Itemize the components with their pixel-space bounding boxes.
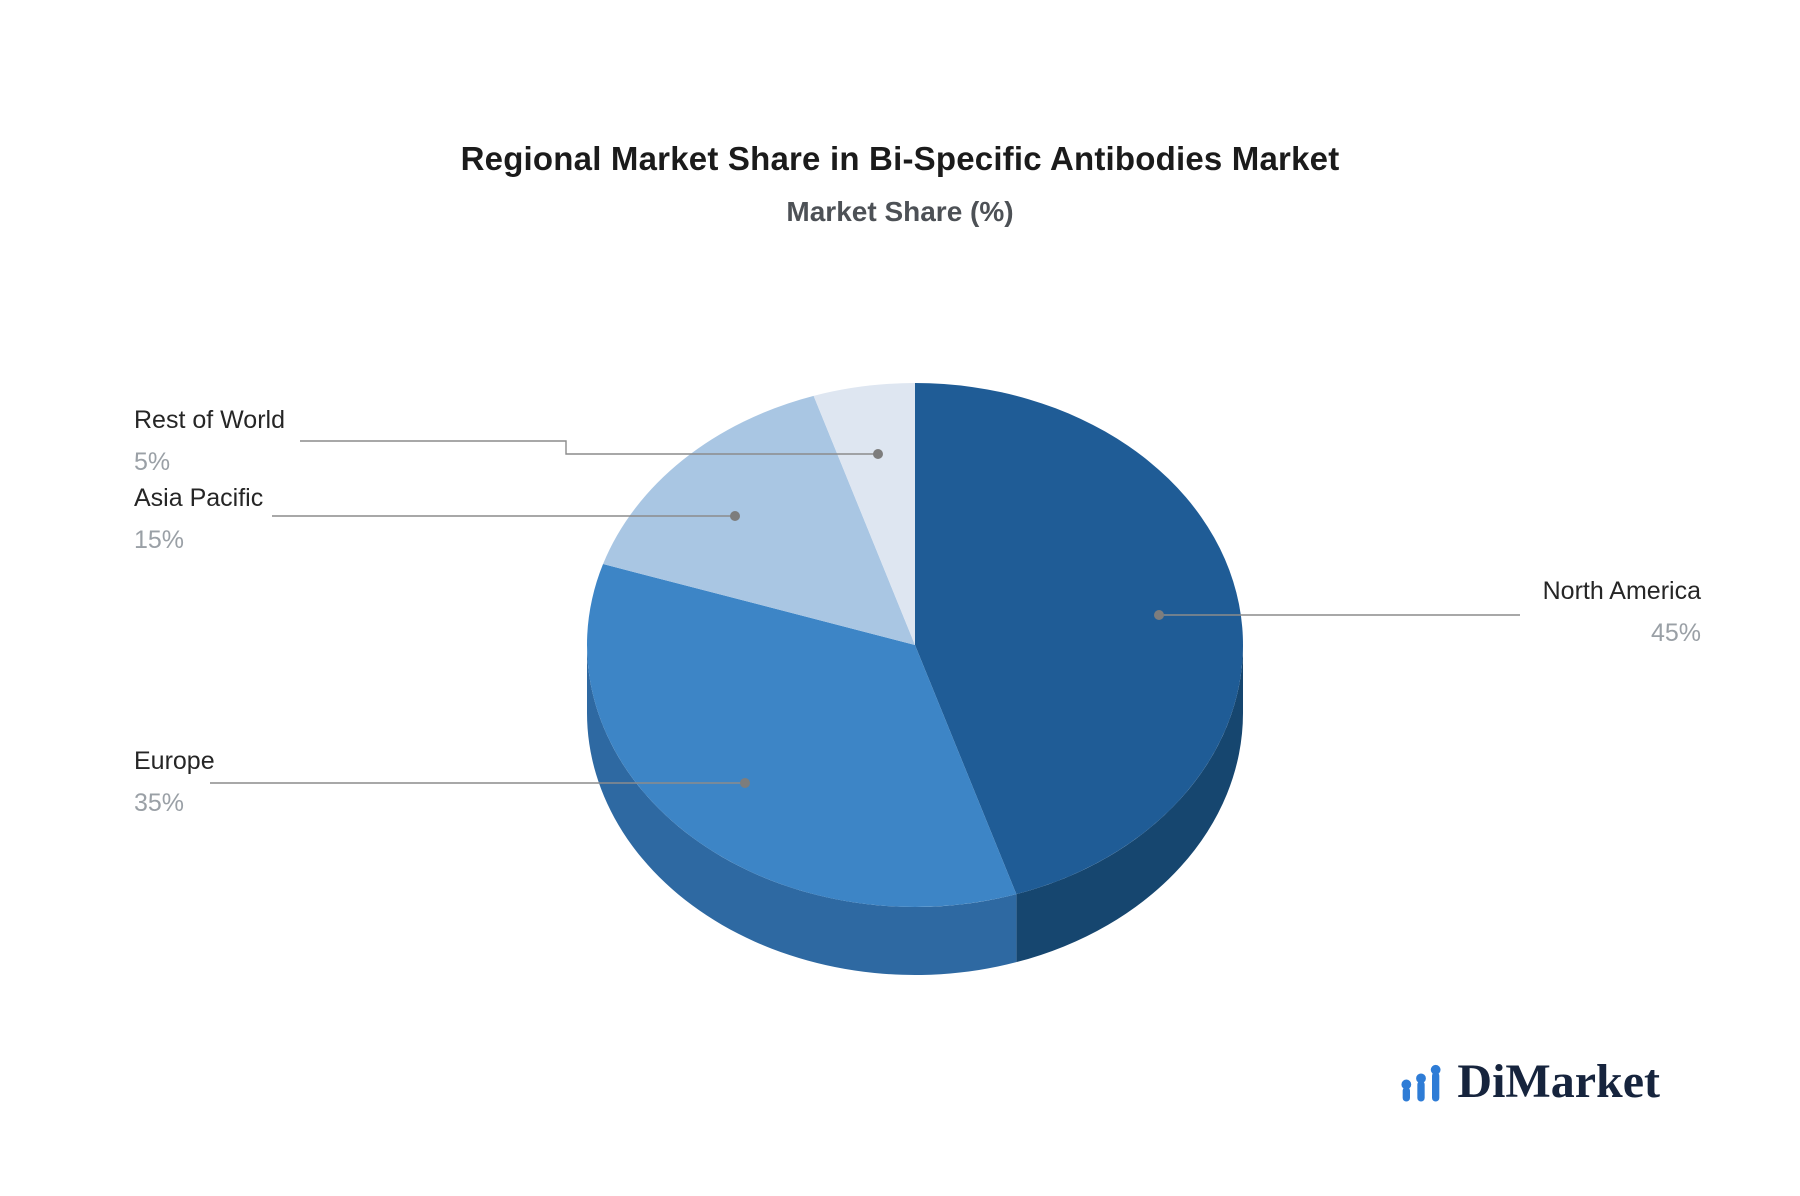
pie-slice (915, 383, 1243, 895)
callout-asia-pacific: Asia Pacific 15% (134, 483, 263, 555)
pie-slice (587, 645, 1017, 975)
chart-title: Regional Market Share in Bi-Specific Ant… (460, 140, 1340, 177)
callout-value: 45% (1650, 619, 1701, 647)
callout-value: 35% (134, 789, 185, 817)
pie-slices (587, 383, 1243, 975)
callout-value: 15% (134, 526, 185, 554)
callout-dot-north-america (1154, 610, 1164, 620)
callout-rest-of-world: Rest of World 5% (134, 405, 285, 477)
pie-slice (813, 383, 915, 645)
callout-label: Asia Pacific (134, 484, 264, 512)
brand-logo: DiMarket (1399, 1058, 1660, 1106)
chart-subtitle: Market Share (%) (786, 196, 1014, 227)
pie-slice (587, 564, 1017, 907)
callout-north-america: North America 45% (1543, 576, 1701, 648)
callout-europe: Europe 35% (134, 746, 215, 818)
callout-label: Rest of World (134, 406, 285, 434)
callout-dot-rest-of-world (873, 449, 883, 459)
callout-lines (210, 440, 1520, 784)
callout-value: 5% (134, 448, 171, 476)
callout-dots (730, 449, 1164, 788)
callout-label: Europe (134, 747, 215, 775)
pie-slice (1016, 645, 1243, 963)
pie-slice (603, 395, 915, 645)
callout-line-rest-of-world (300, 440, 878, 455)
brand-logo-text: DiMarket (1457, 1055, 1660, 1108)
callout-label: North America (1542, 577, 1701, 605)
callout-dot-asia-pacific (730, 511, 740, 521)
callout-dot-europe (740, 778, 750, 788)
dimarket-logo-icon (1401, 1064, 1441, 1102)
